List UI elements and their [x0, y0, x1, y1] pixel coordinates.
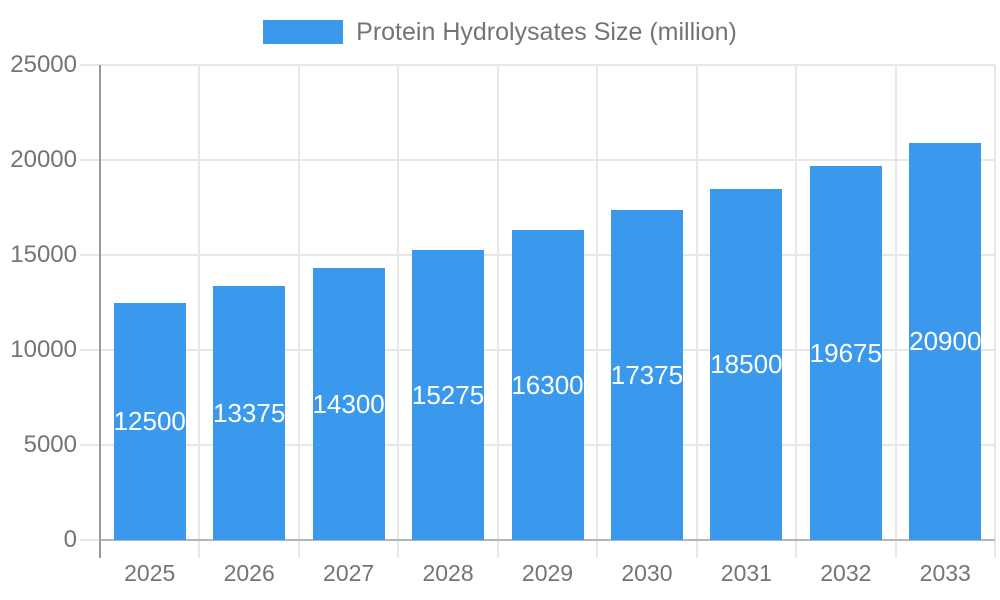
x-gridline [397, 65, 400, 540]
bar-value-label: 15275 [411, 379, 485, 410]
x-gridline [894, 65, 897, 540]
x-gridline [596, 65, 599, 540]
bar[interactable] [312, 268, 385, 540]
bar[interactable] [113, 302, 186, 540]
y-tick [80, 254, 100, 256]
legend-label: Protein Hydrolysates Size (million) [356, 18, 737, 46]
y-tick [80, 349, 100, 351]
x-tick-label: 2029 [521, 560, 574, 586]
bar-value-label: 17375 [610, 359, 684, 390]
y-tick-label: 15000 [10, 241, 77, 268]
y-gridline [100, 159, 995, 161]
bar[interactable] [710, 188, 783, 540]
x-tick-label: 2026 [223, 560, 275, 586]
x-gridline [297, 65, 300, 540]
legend-swatch-icon [263, 20, 344, 44]
x-tick-label: 2027 [323, 560, 375, 586]
bar-value-label: 12500 [113, 406, 186, 437]
x-tick [596, 540, 599, 558]
bar-value-label: 16300 [511, 370, 584, 401]
x-tick [496, 540, 499, 558]
bar[interactable] [610, 209, 683, 540]
x-tick [795, 540, 798, 558]
y-tick [80, 159, 100, 161]
bar-value-label: 18500 [710, 349, 783, 380]
chart-legend[interactable]: Protein Hydrolysates Size (million) [0, 18, 1000, 46]
x-tick-label: 2033 [919, 560, 971, 586]
x-axis-line [100, 539, 995, 541]
y-tick-label: 10000 [10, 336, 77, 363]
y-tick [80, 64, 100, 66]
y-gridline [100, 64, 995, 66]
y-tick [80, 444, 100, 446]
bar-value-label: 19675 [809, 338, 882, 369]
x-gridline [198, 65, 201, 540]
bar[interactable] [213, 285, 286, 540]
x-tick-label: 2030 [621, 560, 673, 586]
bar[interactable] [412, 249, 485, 540]
bar[interactable] [809, 166, 882, 540]
y-tick [80, 539, 100, 541]
x-tick [397, 540, 400, 558]
y-tick-label: 25000 [10, 51, 77, 78]
x-tick [994, 540, 996, 558]
x-gridline [994, 65, 996, 540]
x-tick-label: 2028 [422, 560, 474, 586]
x-tick-label: 2031 [720, 560, 772, 586]
x-tick [695, 540, 698, 558]
x-gridline [496, 65, 499, 540]
x-tick [198, 540, 201, 558]
x-tick-label: 2032 [820, 560, 872, 586]
bar-value-label: 14300 [312, 389, 385, 420]
bar[interactable] [909, 142, 982, 540]
y-tick-label: 0 [63, 526, 77, 553]
bar-value-label: 13375 [213, 397, 286, 428]
x-tick-label: 2025 [124, 560, 176, 586]
bar[interactable] [511, 230, 584, 540]
x-tick [297, 540, 300, 558]
y-tick-label: 5000 [23, 431, 77, 458]
y-axis-line [99, 65, 101, 558]
x-gridline [695, 65, 698, 540]
x-gridline [795, 65, 798, 540]
bar-value-label: 20900 [909, 326, 982, 357]
y-tick-label: 20000 [10, 146, 77, 173]
x-tick [894, 540, 897, 558]
